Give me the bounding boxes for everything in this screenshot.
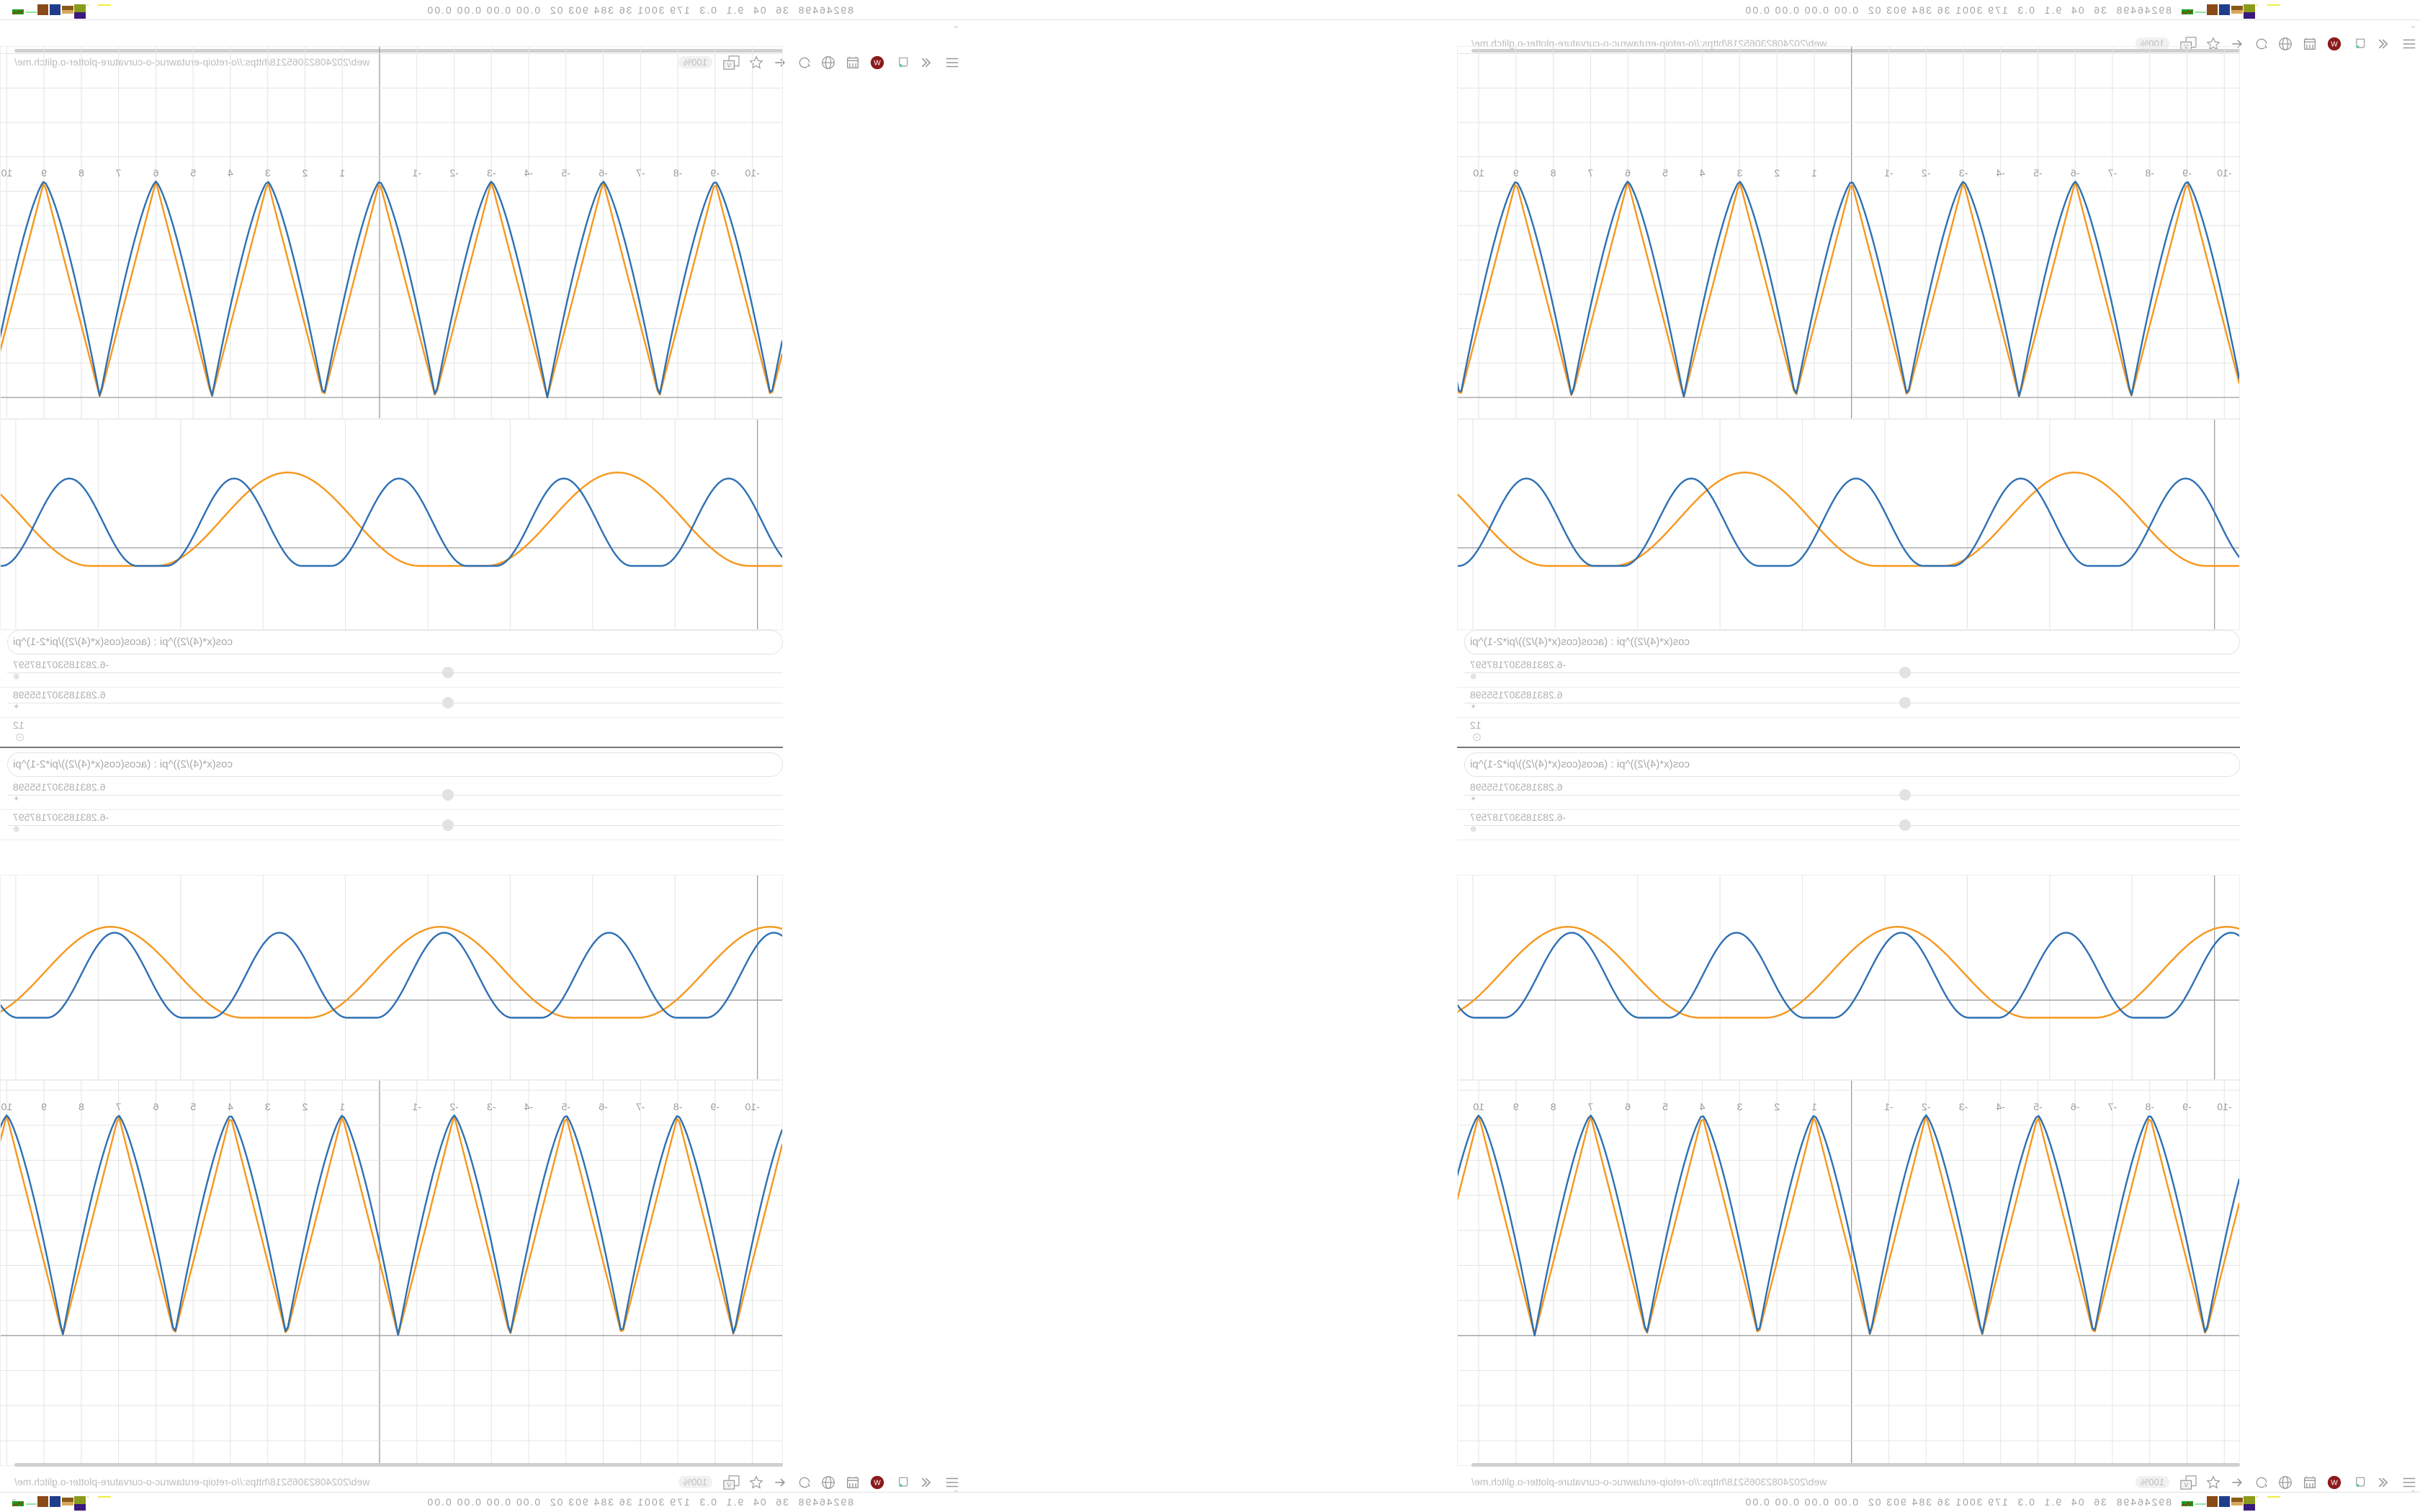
svg-text:W: W — [2331, 41, 2338, 49]
svg-text:W: W — [874, 1480, 881, 1488]
svg-text:V: V — [2184, 1482, 2188, 1488]
svg-text:W: W — [874, 60, 881, 68]
svg-text:W: W — [2331, 1480, 2338, 1488]
svg-text:V: V — [727, 1482, 731, 1488]
